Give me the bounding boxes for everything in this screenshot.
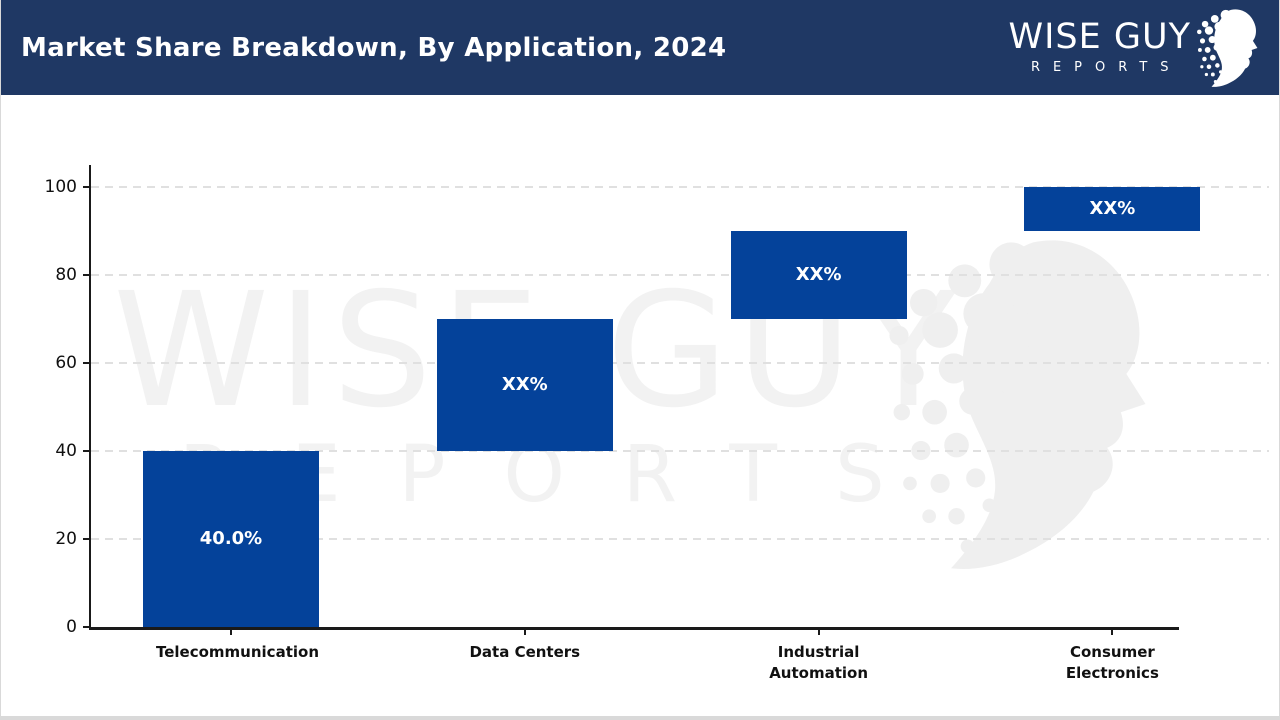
y-axis-line — [89, 165, 91, 630]
x-tick-mark — [1111, 627, 1114, 635]
y-tick-mark — [83, 538, 91, 540]
page-title: Market Share Breakdown, By Application, … — [21, 32, 727, 63]
page-bottom-border — [1, 716, 1279, 720]
brand-subtitle: REPORTS — [1030, 60, 1182, 75]
y-gridline — [91, 450, 1269, 452]
y-tick-label: 40 — [55, 441, 77, 461]
x-tick-mark — [230, 627, 232, 635]
y-gridline — [91, 186, 1269, 188]
x-tick-mark — [817, 627, 820, 635]
x-axis-line — [89, 627, 1179, 630]
bar-data-centers — [436, 319, 613, 451]
brand-name: WISE GUY — [1008, 17, 1191, 57]
bar-consumer-electronics — [1024, 187, 1201, 231]
y-tick-mark — [83, 450, 91, 452]
brand-face-icon — [1193, 6, 1265, 90]
brand-logo: WISE GUY REPORTS — [1008, 6, 1265, 90]
y-tick-label: 60 — [55, 353, 77, 373]
x-axis-label-industrial-automation: Industrial Automation — [769, 643, 868, 682]
y-tick-label: 80 — [55, 265, 77, 285]
x-axis-label-telecommunication: Telecommunication — [156, 643, 319, 661]
bar-value-label-consumer-electronics: XX% — [1089, 198, 1136, 219]
y-tick-mark — [83, 186, 91, 188]
x-axis-label-data-centers: Data Centers — [469, 643, 581, 661]
y-gridline — [91, 362, 1269, 364]
y-tick-label: 100 — [44, 177, 77, 197]
y-tick-mark — [83, 274, 91, 276]
bar-value-label-industrial-automation: XX% — [795, 264, 842, 285]
x-tick-mark — [523, 627, 526, 635]
y-tick-mark — [83, 362, 91, 364]
bar-industrial-automation — [730, 231, 907, 319]
bar-telecommunication — [143, 451, 319, 627]
y-gridline — [91, 538, 1269, 540]
y-tick-label: 20 — [55, 529, 77, 549]
brand-logo-text: WISE GUY REPORTS — [1008, 17, 1191, 76]
bar-value-label-data-centers: XX% — [501, 374, 548, 395]
y-tick-label: 0 — [66, 617, 77, 637]
bar-value-label-telecommunication: 40.0% — [199, 528, 263, 549]
x-axis-label-consumer-electronics: Consumer Electronics — [1065, 643, 1159, 682]
y-tick-mark — [83, 626, 91, 628]
y-gridline — [91, 274, 1269, 276]
header-bar: Market Share Breakdown, By Application, … — [1, 0, 1279, 95]
